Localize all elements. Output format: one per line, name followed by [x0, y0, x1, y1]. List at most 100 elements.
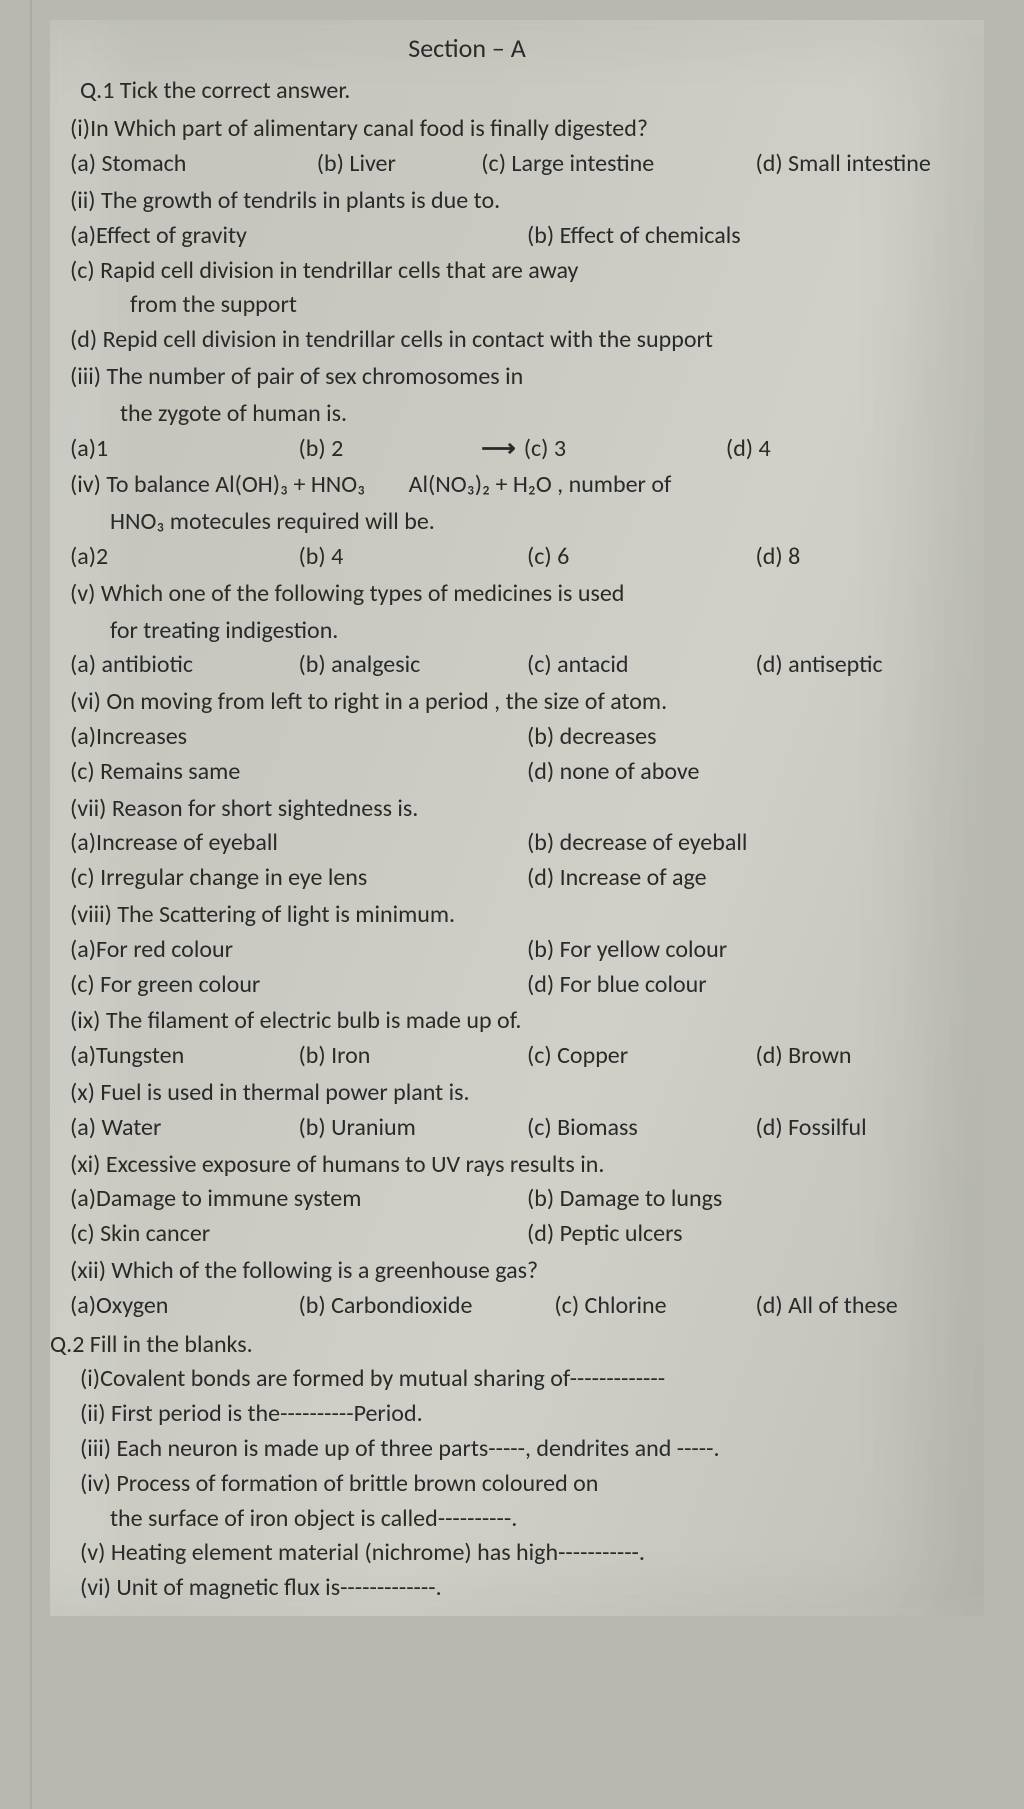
q1-xii-opt-b: (b) Carbondioxide: [299, 1289, 555, 1324]
q1-v-cont: for treating indigestion.: [110, 614, 984, 649]
q1-ii-text: The growth of tendrils in plants is due …: [96, 186, 501, 215]
q1-v-opt-b: (b) analgesic: [299, 648, 528, 683]
q1-xi-opt-d: (d) Peptic ulcers: [527, 1217, 682, 1252]
q2-heading: Q.2 Fill in the blanks.: [50, 1328, 984, 1363]
q1-iii-roman: (iii): [70, 362, 101, 391]
q1-ix-opt-d: (d) Brown: [756, 1039, 852, 1074]
q1-i-options: (a) Stomach (b) Liver (c) Large intestin…: [70, 147, 984, 182]
q1-v: (v) Which one of the following types of …: [70, 577, 984, 612]
q1-iv-roman: (iv): [70, 470, 101, 499]
q1-heading: Q.1 Tick the correct answer.: [80, 74, 984, 109]
q1-viii-text: The Scattering of light is minimum.: [112, 900, 455, 929]
q1-ix-opt-c: (c) Copper: [527, 1039, 756, 1074]
q1-ix-text: The filament of electric bulb is made up…: [100, 1006, 521, 1035]
q1-xi-opt-c: (c) Skin cancer: [70, 1217, 527, 1252]
q1-x-opt-c: (c) Biomass: [527, 1111, 756, 1146]
q1-xii-opt-a: (a)Oxygen: [70, 1289, 299, 1324]
q1-ii-options: (a)Effect of gravity (b) Effect of chemi…: [70, 219, 984, 358]
q1-vii-options: (a)Increase of eyeball (b) decrease of e…: [70, 826, 984, 896]
q1-iv-opt-d: (d) 8: [756, 540, 801, 575]
q1-vii: (vii) Reason for short sightedness is.: [70, 792, 984, 827]
q1-iv: (iv) To balance Al(OH)₃ + HNO₃ Al(NO₃)₂ …: [70, 468, 984, 503]
q1-vi-text: On moving from left to right in a period…: [101, 687, 667, 716]
q1-viii-opt-b: (b) For yellow colour: [527, 933, 727, 968]
q1-i-roman: (i): [70, 114, 90, 143]
exam-paper: Section – A Q.1 Tick the correct answer.…: [50, 20, 984, 1616]
q1-x-options: (a) Water (b) Uranium (c) Biomass (d) Fo…: [70, 1111, 984, 1146]
q1-xii-text: Which of the following is a greenhouse g…: [106, 1256, 538, 1285]
q1-iii-options: (a)1 (b) 2 ⟶ (c) 3 (d) 4: [70, 432, 984, 467]
q1-ix-opt-a: (a)Tungsten: [70, 1039, 299, 1074]
q1-v-options: (a) antibiotic (b) analgesic (c) antacid…: [70, 648, 984, 683]
q1-i-opt-c: (c) Large intestine: [481, 147, 755, 182]
q1-iii-opt-c: (c) 3: [516, 432, 726, 467]
q1-xii-opt-d: (d) All of these: [755, 1289, 897, 1324]
q1-iv-cont: HNO₃ motecules required will be.: [110, 505, 984, 540]
q1-x-opt-a: (a) Water: [70, 1111, 299, 1146]
q1-vi-roman: (vi): [70, 687, 101, 716]
q1-viii-opt-c: (c) For green colour: [70, 968, 527, 1003]
q1-ix: (ix) The filament of electric bulb is ma…: [70, 1004, 984, 1039]
q1-vii-text: Reason for short sightedness is.: [106, 794, 418, 823]
q1-ii-opt-c: (c) Rapid cell division in tendrillar ce…: [70, 254, 984, 289]
q1-vi-opt-b: (b) decreases: [527, 720, 657, 755]
q2-iv: (iv) Process of formation of brittle bro…: [80, 1467, 984, 1502]
q2-iii: (iii) Each neuron is made up of three pa…: [80, 1432, 984, 1467]
q1-iv-options: (a)2 (b) 4 (c) 6 (d) 8: [70, 540, 984, 575]
q1-x-opt-b: (b) Uranium: [299, 1111, 528, 1146]
q1-xii: (xii) Which of the following is a greenh…: [70, 1254, 984, 1289]
q1-iv-opt-b: (b) 4: [299, 540, 528, 575]
arrow-icon: ⟶: [481, 432, 515, 467]
q2-v: (v) Heating element material (nichrome) …: [80, 1536, 984, 1571]
q1-vii-opt-c: (c) Irregular change in eye lens: [70, 861, 527, 896]
q1-x: (x) Fuel is used in thermal power plant …: [70, 1076, 984, 1111]
q1-iii-opt-d: (d) 4: [726, 432, 771, 467]
q1-iii-opt-b: (b) 2: [299, 432, 482, 467]
q1-ii-opt-d: (d) Repid cell division in tendrillar ce…: [70, 323, 984, 358]
q1-ii-opt-c-cont: from the support: [70, 288, 984, 323]
q1-vii-roman: (vii): [70, 794, 106, 823]
q1-vi-opt-a: (a)Increases: [70, 720, 527, 755]
q1-x-text: Fuel is used in thermal power plant is.: [95, 1078, 470, 1107]
q1-ii: (ii) The growth of tendrils in plants is…: [70, 184, 984, 219]
q1-vii-opt-a: (a)Increase of eyeball: [70, 826, 527, 861]
q1-i-opt-a: (a) Stomach: [70, 147, 317, 182]
q1-xi-opt-a: (a)Damage to immune system: [70, 1182, 527, 1217]
q1-iv-opt-a: (a)2: [70, 540, 299, 575]
q1-i-opt-b: (b) Liver: [317, 147, 482, 182]
q1-viii-opt-d: (d) For blue colour: [527, 968, 707, 1003]
q1-ii-roman: (ii): [70, 186, 96, 215]
q1-vii-opt-b: (b) decrease of eyeball: [527, 826, 747, 861]
q1-v-opt-c: (c) antacid: [527, 648, 756, 683]
q1-vi: (vi) On moving from left to right in a p…: [70, 685, 984, 720]
q2-iv-cont: the surface of iron object is called----…: [110, 1502, 984, 1537]
q1-vi-opt-c: (c) Remains same: [70, 755, 527, 790]
q1-vi-options: (a)Increases (b) decreases (c) Remains s…: [70, 720, 984, 790]
q1-xi-options: (a)Damage to immune system (b) Damage to…: [70, 1182, 984, 1252]
q1-xi-opt-b: (b) Damage to lungs: [527, 1182, 722, 1217]
section-title: Section – A: [0, 30, 984, 68]
q1-v-roman: (v): [70, 579, 95, 608]
q1-iii-cont: the zygote of human is.: [120, 397, 984, 432]
q1-vi-opt-d: (d) none of above: [527, 755, 699, 790]
q2-vi: (vi) Unit of magnetic flux is-----------…: [80, 1571, 984, 1606]
q1-xi-text: Excessive exposure of humans to UV rays …: [100, 1150, 604, 1179]
q1-v-opt-a: (a) antibiotic: [70, 648, 299, 683]
q1-ii-opt-b: (b) Effect of chemicals: [527, 219, 741, 254]
q1-viii-options: (a)For red colour (b) For yellow colour …: [70, 933, 984, 1003]
q1-xii-opt-c: (c) Chlorine: [554, 1289, 755, 1324]
q1-v-text: Which one of the following types of medi…: [95, 579, 624, 608]
q1-xi-roman: (xi): [70, 1150, 100, 1179]
q1-viii-opt-a: (a)For red colour: [70, 933, 527, 968]
q1-viii-roman: (viii): [70, 900, 112, 929]
q1-i-text: In Which part of alimentary canal food i…: [90, 114, 648, 143]
q2-i: (i)Covalent bonds are formed by mutual s…: [80, 1362, 984, 1397]
q1-vii-opt-d: (d) Increase of age: [527, 861, 707, 896]
q1-iii-opt-a: (a)1: [70, 432, 299, 467]
q1-i: (i)In Which part of alimentary canal foo…: [70, 112, 984, 147]
q1-iii: (iii) The number of pair of sex chromoso…: [70, 360, 984, 395]
q1-ix-options: (a)Tungsten (b) Iron (c) Copper (d) Brow…: [70, 1039, 984, 1074]
q2-ii: (ii) First period is the----------Period…: [80, 1397, 984, 1432]
q1-i-opt-d: (d) Small intestine: [755, 147, 930, 182]
q1-xi: (xi) Excessive exposure of humans to UV …: [70, 1148, 984, 1183]
